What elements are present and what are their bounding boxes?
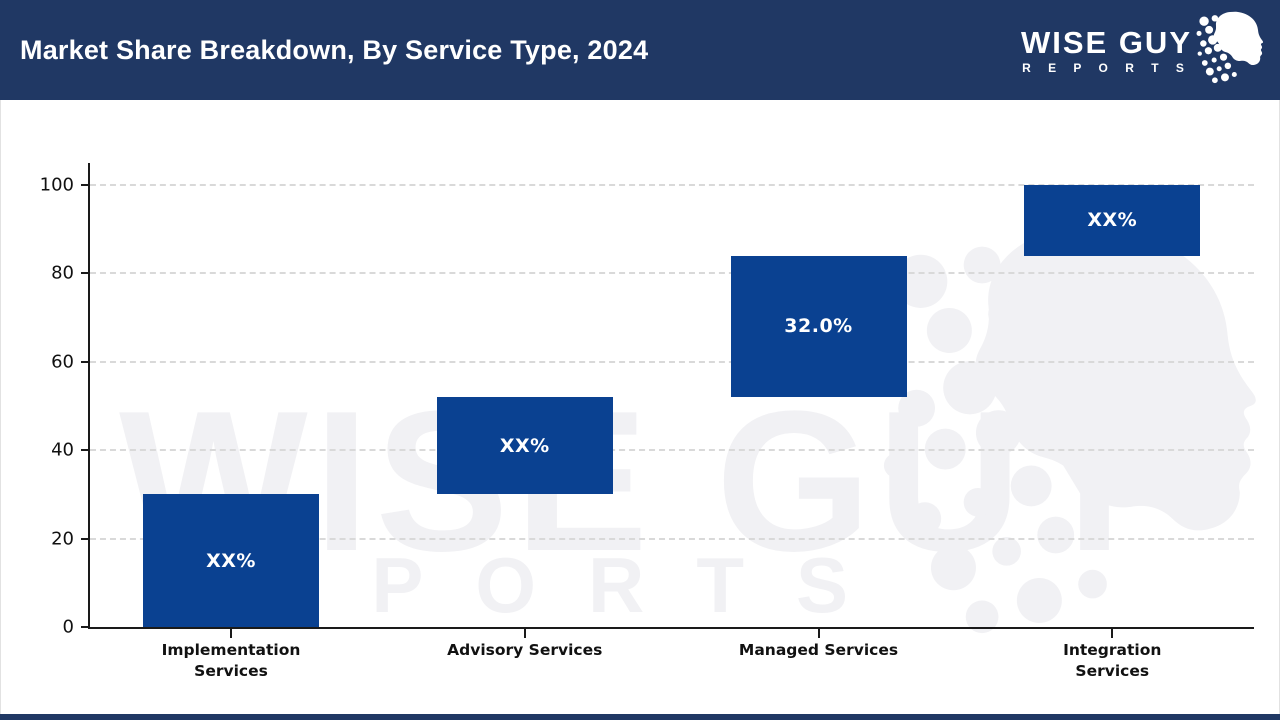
- watermark-face-icon: [877, 227, 1256, 634]
- category-label: Implementation Services: [161, 641, 301, 680]
- bar-value-label: XX%: [499, 434, 550, 457]
- brand-face-icon: [1196, 11, 1264, 84]
- footer-accent-bar: [0, 714, 1280, 720]
- brand-logo-text: WISE GUY R E P O R T S: [1021, 27, 1192, 74]
- x-axis: [88, 627, 1254, 629]
- gridline-60: [90, 360, 1254, 363]
- y-tickmark-20: [81, 537, 90, 540]
- x-tickmark-1: [523, 629, 526, 638]
- y-tickmark-80: [81, 272, 90, 275]
- y-tick-label: 40: [51, 439, 74, 461]
- page-title: Market Share Breakdown, By Service Type,…: [20, 34, 649, 65]
- header-bar: Market Share Breakdown, By Service Type,…: [0, 0, 1280, 100]
- y-tickmark-40: [81, 449, 90, 452]
- y-tick-label: 80: [51, 262, 74, 284]
- gridline-80: [90, 272, 1254, 275]
- x-tickmark-3: [1111, 629, 1114, 638]
- brand-tagline: R E P O R T S: [1022, 60, 1191, 75]
- y-tick-label: 20: [51, 528, 74, 550]
- brand-logo: WISE GUY R E P O R T S: [1021, 9, 1266, 91]
- category-label: Integration Services: [1063, 641, 1162, 680]
- y-tick-label: 100: [39, 174, 74, 196]
- y-tickmark-100: [81, 184, 90, 186]
- bar-integration-services: XX%: [1024, 185, 1201, 256]
- y-axis: [88, 163, 90, 629]
- gridline-100: [90, 184, 1254, 186]
- gridline-20: [90, 537, 1254, 540]
- bar-value-label: XX%: [206, 549, 256, 572]
- bar-value-label: 32.0%: [784, 315, 853, 338]
- bar-implementation-services: XX%: [143, 494, 319, 627]
- y-tickmark-0: [81, 626, 90, 628]
- category-label: Managed Services: [738, 641, 899, 659]
- y-tickmark-60: [81, 360, 90, 363]
- x-tickmark-0: [230, 629, 232, 638]
- x-tickmark-2: [817, 629, 820, 638]
- y-tick-label: 0: [62, 616, 74, 638]
- bar-value-label: XX%: [1087, 209, 1138, 232]
- brand-name: WISE GUY: [1020, 24, 1192, 60]
- chart-area: WISE GUY REPORTS 0 20 40 60 80 100 XX% Implemen…: [0, 100, 1280, 714]
- gridline-40: [90, 449, 1254, 452]
- bar-managed-services: 32.0%: [730, 255, 907, 398]
- bar-advisory-services: XX%: [436, 397, 613, 495]
- y-tick-label: 60: [51, 351, 74, 373]
- category-label: Advisory Services: [447, 641, 603, 659]
